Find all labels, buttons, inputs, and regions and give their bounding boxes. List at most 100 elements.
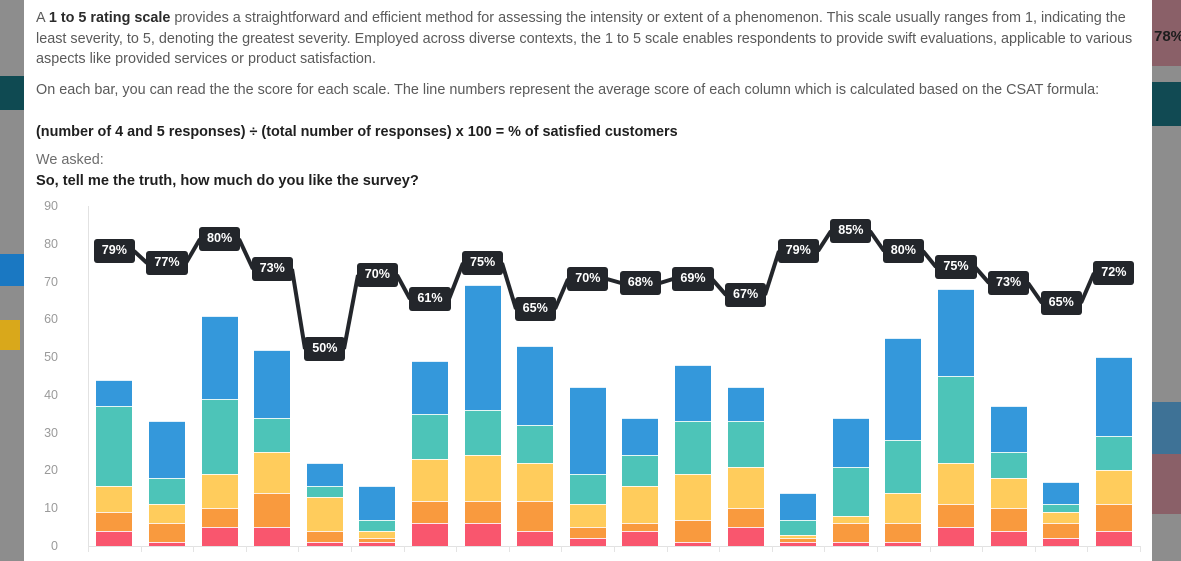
- bar-segment-rating-4[interactable]: [306, 485, 343, 497]
- bar-segment-rating-4[interactable]: [1095, 436, 1132, 471]
- bar-segment-rating-3[interactable]: [359, 530, 396, 539]
- bar-segment-rating-2[interactable]: [937, 504, 974, 528]
- bar-segment-rating-2[interactable]: [780, 538, 817, 543]
- bar-segment-rating-1[interactable]: [727, 527, 764, 546]
- bar-segment-rating-3[interactable]: [306, 496, 343, 531]
- bar-segment-rating-5[interactable]: [201, 315, 238, 399]
- bar-segment-rating-1[interactable]: [254, 527, 291, 546]
- bar-column[interactable]: [359, 485, 396, 546]
- bar-segment-rating-5[interactable]: [990, 406, 1027, 452]
- bar-segment-rating-3[interactable]: [674, 474, 711, 520]
- bar-segment-rating-4[interactable]: [780, 519, 817, 535]
- bar-column[interactable]: [306, 462, 343, 546]
- bar-segment-rating-2[interactable]: [148, 523, 185, 543]
- bar-column[interactable]: [885, 338, 922, 546]
- bar-segment-rating-3[interactable]: [148, 504, 185, 524]
- bar-segment-rating-4[interactable]: [674, 421, 711, 475]
- bar-segment-rating-3[interactable]: [727, 466, 764, 509]
- bar-segment-rating-4[interactable]: [411, 413, 448, 460]
- bar-segment-rating-3[interactable]: [885, 493, 922, 524]
- bar-segment-rating-2[interactable]: [96, 512, 133, 531]
- bar-segment-rating-1[interactable]: [780, 542, 817, 546]
- bar-column[interactable]: [464, 274, 501, 546]
- bar-segment-rating-4[interactable]: [96, 406, 133, 486]
- bar-segment-rating-5[interactable]: [674, 364, 711, 422]
- bar-segment-rating-2[interactable]: [674, 519, 711, 543]
- bar-segment-rating-2[interactable]: [359, 538, 396, 543]
- bar-segment-rating-2[interactable]: [201, 508, 238, 528]
- bar-segment-rating-1[interactable]: [674, 542, 711, 546]
- bar-column[interactable]: [832, 417, 869, 546]
- bar-segment-rating-4[interactable]: [254, 417, 291, 452]
- bar-segment-rating-5[interactable]: [727, 387, 764, 422]
- bar-segment-rating-5[interactable]: [148, 421, 185, 478]
- bar-segment-rating-4[interactable]: [148, 478, 185, 505]
- bar-segment-rating-1[interactable]: [201, 527, 238, 546]
- bar-segment-rating-3[interactable]: [464, 455, 501, 501]
- bar-segment-rating-4[interactable]: [622, 455, 659, 486]
- bar-column[interactable]: [254, 349, 291, 546]
- bar-segment-rating-3[interactable]: [411, 459, 448, 501]
- bar-segment-rating-4[interactable]: [990, 451, 1027, 478]
- bar-segment-rating-5[interactable]: [569, 387, 606, 475]
- bar-segment-rating-1[interactable]: [1095, 530, 1132, 546]
- bar-column[interactable]: [727, 387, 764, 546]
- bar-segment-rating-3[interactable]: [622, 485, 659, 524]
- bar-segment-rating-2[interactable]: [832, 523, 869, 543]
- bar-column[interactable]: [1095, 357, 1132, 546]
- bar-segment-rating-2[interactable]: [1095, 504, 1132, 531]
- bar-segment-rating-5[interactable]: [937, 289, 974, 376]
- bar-segment-rating-3[interactable]: [517, 462, 554, 501]
- bar-segment-rating-4[interactable]: [464, 410, 501, 456]
- bar-column[interactable]: [937, 263, 974, 546]
- bar-segment-rating-1[interactable]: [569, 538, 606, 546]
- bar-segment-rating-1[interactable]: [359, 542, 396, 546]
- bar-column[interactable]: [411, 346, 448, 546]
- bar-column[interactable]: [148, 421, 185, 546]
- bar-segment-rating-5[interactable]: [517, 345, 554, 426]
- bar-segment-rating-2[interactable]: [411, 500, 448, 524]
- bar-segment-rating-3[interactable]: [1095, 470, 1132, 505]
- bar-segment-rating-2[interactable]: [254, 493, 291, 528]
- bar-segment-rating-5[interactable]: [780, 493, 817, 520]
- bar-segment-rating-1[interactable]: [96, 530, 133, 546]
- bar-segment-rating-3[interactable]: [990, 478, 1027, 509]
- bar-segment-rating-1[interactable]: [1043, 538, 1080, 546]
- bar-segment-rating-1[interactable]: [937, 527, 974, 546]
- bar-segment-rating-2[interactable]: [727, 508, 764, 528]
- bar-segment-rating-4[interactable]: [727, 421, 764, 467]
- bar-segment-rating-3[interactable]: [254, 451, 291, 494]
- bar-segment-rating-5[interactable]: [885, 338, 922, 441]
- bar-column[interactable]: [990, 402, 1027, 546]
- bar-segment-rating-2[interactable]: [464, 500, 501, 524]
- bar-segment-rating-3[interactable]: [96, 485, 133, 512]
- bar-column[interactable]: [780, 493, 817, 546]
- bar-segment-rating-5[interactable]: [1095, 357, 1132, 437]
- bar-segment-rating-2[interactable]: [990, 508, 1027, 531]
- bar-segment-rating-4[interactable]: [201, 398, 238, 475]
- bar-segment-rating-4[interactable]: [569, 474, 606, 505]
- bar-segment-rating-2[interactable]: [517, 500, 554, 531]
- bar-column[interactable]: [517, 345, 554, 546]
- bar-column[interactable]: [1043, 481, 1080, 546]
- bar-segment-rating-5[interactable]: [1043, 481, 1080, 505]
- bar-segment-rating-1[interactable]: [832, 542, 869, 546]
- bar-segment-rating-3[interactable]: [569, 504, 606, 528]
- bar-column[interactable]: [569, 387, 606, 546]
- bar-segment-rating-3[interactable]: [1043, 512, 1080, 524]
- bar-segment-rating-5[interactable]: [622, 417, 659, 456]
- bar-segment-rating-1[interactable]: [306, 542, 343, 546]
- bar-segment-rating-1[interactable]: [990, 530, 1027, 546]
- bar-segment-rating-3[interactable]: [832, 515, 869, 524]
- bar-segment-rating-2[interactable]: [622, 523, 659, 531]
- bar-column[interactable]: [622, 417, 659, 546]
- bar-segment-rating-4[interactable]: [1043, 504, 1080, 512]
- bar-segment-rating-2[interactable]: [885, 523, 922, 543]
- bar-segment-rating-4[interactable]: [359, 519, 396, 531]
- bar-segment-rating-1[interactable]: [622, 530, 659, 546]
- bar-segment-rating-5[interactable]: [832, 417, 869, 467]
- bar-segment-rating-5[interactable]: [359, 485, 396, 520]
- bar-segment-rating-3[interactable]: [780, 534, 817, 539]
- bar-segment-rating-5[interactable]: [96, 379, 133, 407]
- bar-segment-rating-1[interactable]: [411, 523, 448, 546]
